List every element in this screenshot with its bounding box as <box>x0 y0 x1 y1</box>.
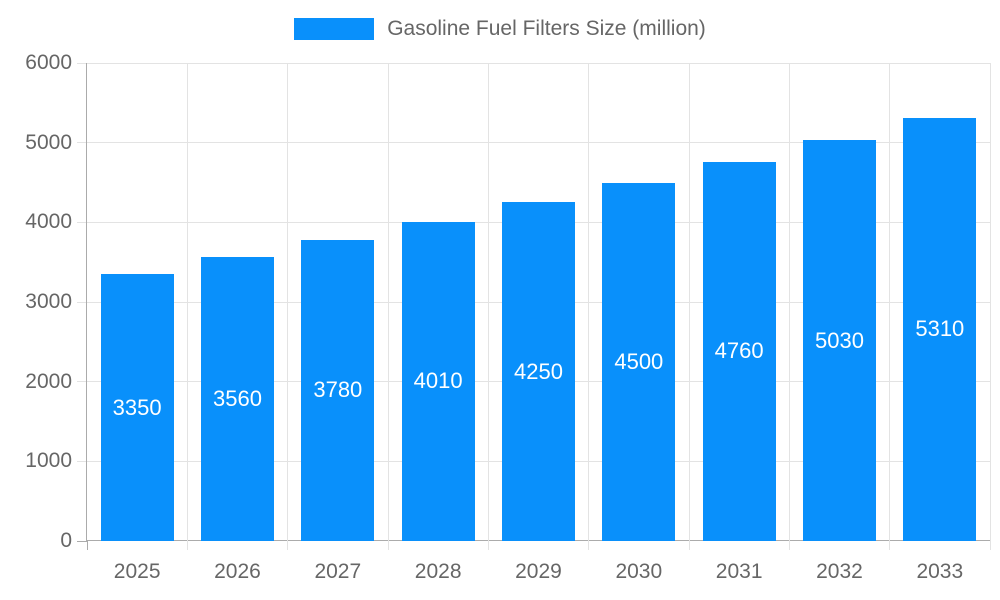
v-gridline <box>688 63 690 541</box>
bar[interactable]: 4760 <box>702 161 776 541</box>
bar[interactable]: 4010 <box>401 221 475 541</box>
y-tick-label: 0 <box>60 529 72 552</box>
legend-item[interactable]: Gasoline Fuel Filters Size (million) <box>294 18 706 40</box>
y-tick-mark <box>77 460 87 462</box>
y-tick-mark <box>77 62 87 64</box>
x-axis: 2025 2026 2027 2028 2029 2030 2031 2032 2033 <box>86 541 991 600</box>
v-gridline <box>387 63 389 541</box>
x-tick-label: 2033 <box>916 560 964 583</box>
bar-value-label: 3780 <box>313 377 363 403</box>
x-tick-label: 2029 <box>515 560 562 583</box>
v-gridline <box>588 63 590 541</box>
x-tick-mark <box>989 541 991 550</box>
v-gridline <box>889 63 891 541</box>
h-gridline <box>87 142 990 144</box>
y-tick-label: 4000 <box>25 210 72 234</box>
y-tick-mark <box>77 301 87 303</box>
y-tick-label: 6000 <box>25 51 72 74</box>
v-gridline <box>186 63 188 541</box>
bar[interactable]: 3350 <box>100 274 174 541</box>
y-tick-label: 3000 <box>25 290 72 313</box>
bar[interactable]: 3560 <box>200 257 275 541</box>
legend-swatch <box>294 18 375 40</box>
x-tick-label: 2026 <box>214 560 261 583</box>
x-tick-mark <box>86 541 88 550</box>
y-tick-mark <box>77 221 87 223</box>
x-tick-mark <box>688 541 690 550</box>
y-tick-mark <box>77 142 87 144</box>
y-tick-mark <box>77 540 87 542</box>
x-tick-mark <box>588 541 590 550</box>
bar[interactable]: 3780 <box>301 239 375 541</box>
y-tick-label: 1000 <box>25 449 72 473</box>
y-axis: 0 1000 2000 3000 4000 5000 6000 <box>0 51 87 552</box>
legend-label: Gasoline Fuel Filters Size (million) <box>387 17 706 40</box>
bar-value-label: 4500 <box>614 348 664 374</box>
x-tick-mark <box>186 541 188 550</box>
bar[interactable]: 5030 <box>802 140 877 541</box>
y-tick-label: 5000 <box>25 130 72 154</box>
x-tick-label: 2031 <box>715 560 763 583</box>
bar-value-label: 5030 <box>815 327 864 353</box>
bar-value-label: 5310 <box>915 316 965 342</box>
bar[interactable]: 4500 <box>602 182 676 541</box>
x-tick-label: 2030 <box>615 560 663 583</box>
chart-legend: Gasoline Fuel Filters Size (million) <box>0 14 1000 44</box>
bar-value-label: 4010 <box>413 368 463 394</box>
x-tick-mark <box>889 541 891 550</box>
x-tick-label: 2025 <box>113 560 161 583</box>
plot-area: 3350 3560 3780 4010 4250 4500 4760 5030 5310 <box>86 62 991 541</box>
bar-value-label: 4250 <box>514 358 563 384</box>
h-gridline <box>87 62 990 64</box>
bar-value-label: 3350 <box>112 394 162 420</box>
v-gridline <box>487 63 489 541</box>
bar[interactable]: 5310 <box>903 117 977 541</box>
y-tick-mark <box>77 381 87 383</box>
bar-value-label: 4760 <box>714 338 764 364</box>
v-gridline <box>788 63 790 541</box>
bar-value-label: 3560 <box>213 386 262 412</box>
x-tick-label: 2027 <box>314 560 362 583</box>
x-tick-label: 2028 <box>414 560 462 583</box>
y-axis-border <box>86 63 87 541</box>
x-tick-mark <box>287 541 289 550</box>
bar[interactable]: 4250 <box>501 202 576 541</box>
x-tick-label: 2032 <box>816 560 863 583</box>
x-tick-mark <box>387 541 389 550</box>
v-gridline <box>989 63 991 541</box>
x-tick-mark <box>788 541 790 550</box>
v-gridline <box>287 63 289 541</box>
x-tick-mark <box>487 541 489 550</box>
y-tick-label: 2000 <box>25 369 72 393</box>
